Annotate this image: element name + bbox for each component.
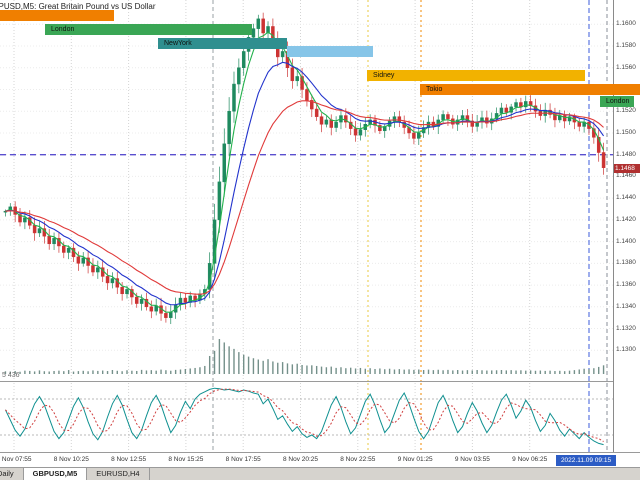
chart-tab-gbpusd-m5[interactable]: GBPUSD,M5 [23,468,88,480]
chart-tab-daily[interactable]: Daily [0,468,24,480]
price-axis[interactable]: 1.16001.15801.15601.15401.15201.15001.14… [613,0,640,452]
candlestick-chart-canvas [0,0,613,381]
time-tick-label: 9 Nov 03:55 [454,456,490,463]
current-price-marker: 1.1468 [614,163,640,173]
time-tick-label: 8 Nov 22:55 [340,456,376,463]
session-band-newyork-late [287,46,373,57]
price-tick-label: 1.1600 [616,20,636,28]
time-tick-label: 8 Nov 20:25 [282,456,319,463]
price-tick-label: 1.1440 [616,194,636,202]
time-tick-label: 8 Nov 07:55 [0,456,32,463]
session-band-label: Tokio [426,86,443,93]
session-band-newyork: NewYork [158,38,287,49]
time-tick-label: 8 Nov 17:55 [225,456,261,463]
volume-scale-label: 5 436 [2,372,20,379]
session-band-label: Sidney [373,72,395,79]
price-tick-label: 1.1420 [616,215,636,223]
time-tick-label: 8 Nov 15:25 [168,456,204,463]
session-band-london-next: London [600,96,634,107]
price-chart[interactable]: London NewYork Sidney Tokio London GBPUSD,M5… [0,0,640,381]
price-tick-label: 1.1560 [616,63,636,71]
time-tick-label: 9 Nov 01:25 [397,456,433,463]
price-tick-label: 1.1520 [616,107,636,115]
price-tick-label: 1.1380 [616,259,636,267]
price-tick-label: 1.1360 [616,281,636,289]
price-tick-label: 1.1460 [616,172,636,180]
price-tick-label: 1.1400 [616,237,636,245]
session-band-label: London [606,98,630,105]
session-band-label: London [51,26,75,33]
time-tick-label: 9 Nov 06:25 [512,456,548,463]
stochastic-canvas [0,383,613,453]
time-tick-label: 8 Nov 12:55 [111,456,147,463]
price-tick-label: 1.1300 [616,346,636,354]
price-tick-label: 1.1480 [616,150,636,158]
chart-symbol-title: GBPUSD,M5: Great Britain Pound vs US Dol… [0,2,156,11]
price-tick-label: 1.1580 [616,42,636,50]
time-axis[interactable]: 2022.11.09 09:15 8 Nov 07:55 8 Nov 10:25 8… [0,452,640,467]
price-tick-label: 1.1340 [616,302,636,310]
session-band-tokio-prev [0,10,114,21]
session-band-label: NewYork [164,40,192,47]
time-tick-label: 8 Nov 10:25 [53,456,89,463]
selected-time-label: 2022.11.09 09:15 [556,455,616,466]
session-band-sidney: Sidney [367,70,585,81]
session-band-london: London [45,24,252,35]
session-band-tokio: Tokio [420,84,640,95]
price-tick-label: 1.1320 [616,324,636,332]
stochastic-panel[interactable] [0,381,640,453]
price-tick-label: 1.1500 [616,128,636,136]
chart-tab-eurusd-h4[interactable]: EURUSD,H4 [87,468,150,480]
